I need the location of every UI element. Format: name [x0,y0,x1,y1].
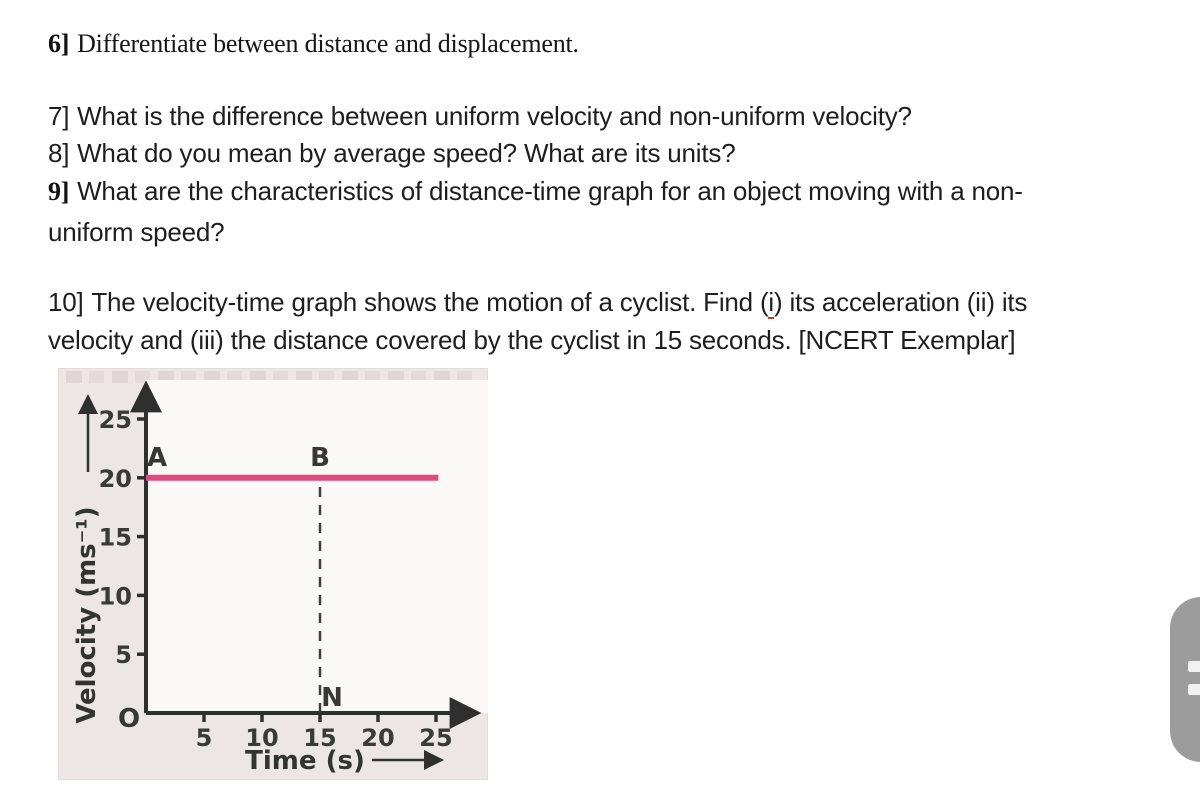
svg-text:10: 10 [99,582,132,610]
question-10-text-line1: The velocity-time graph shows the motion… [91,287,769,317]
velocity-time-graph: 5 10 15 20 25 5 10 15 20 25 A B N O Time (s) Velocity (… [58,368,488,780]
question-9-text-line1: What are the characteristics of distance… [77,176,1023,206]
question-9-text-line2: uniform speed? [48,217,225,247]
question-8: 8] What do you mean by average speed? Wha… [48,133,736,173]
svg-text:B: B [310,443,330,473]
spellcheck-marked-letter: i [768,287,774,319]
svg-text:Time (s): Time (s) [245,746,365,776]
svg-text:Velocity (ms⁻¹): Velocity (ms⁻¹) [72,506,102,723]
question-10-text-line1-end: ) its acceleration (ii) its [774,287,1028,317]
svg-text:5: 5 [196,724,213,752]
question-7: 7] What is the difference between uniform… [48,96,912,136]
side-toolbar-handle[interactable] [1170,597,1200,762]
menu-lines-icon [1188,684,1200,695]
question-9: 9] What are the characteristics of distan… [48,171,1023,253]
menu-lines-icon [1188,661,1200,672]
question-10-text-line2: velocity and (iii) the distance covered … [48,325,1016,355]
question-7-number: 7] [48,101,70,131]
question-6-number: 6] [48,29,70,58]
question-8-text: What do you mean by average speed? What … [77,138,736,168]
svg-text:25: 25 [419,724,452,752]
question-6-text: Differentiate between distance and displ… [77,29,579,58]
svg-text:25: 25 [99,406,132,434]
svg-text:N: N [321,683,343,713]
svg-text:15: 15 [99,524,132,552]
question-7-text: What is the difference between uniform v… [77,101,912,131]
question-8-number: 8] [48,138,70,168]
svg-text:5: 5 [115,641,132,669]
svg-text:A: A [147,443,167,473]
svg-text:20: 20 [361,724,394,752]
svg-text:20: 20 [99,465,132,493]
question-6: 6] Differentiate between distance and dis… [48,24,579,64]
question-10: 10] The velocity-time graph shows the mot… [48,283,1027,359]
question-9-number: 9] [48,177,70,206]
svg-text:10: 10 [245,724,278,752]
svg-text:O: O [118,704,140,734]
question-10-number: 10] [48,287,84,317]
svg-text:15: 15 [303,724,336,752]
velocity-time-chart-svg: 5 10 15 20 25 5 10 15 20 25 A B N O Time (s) Velocity (… [72,380,488,776]
